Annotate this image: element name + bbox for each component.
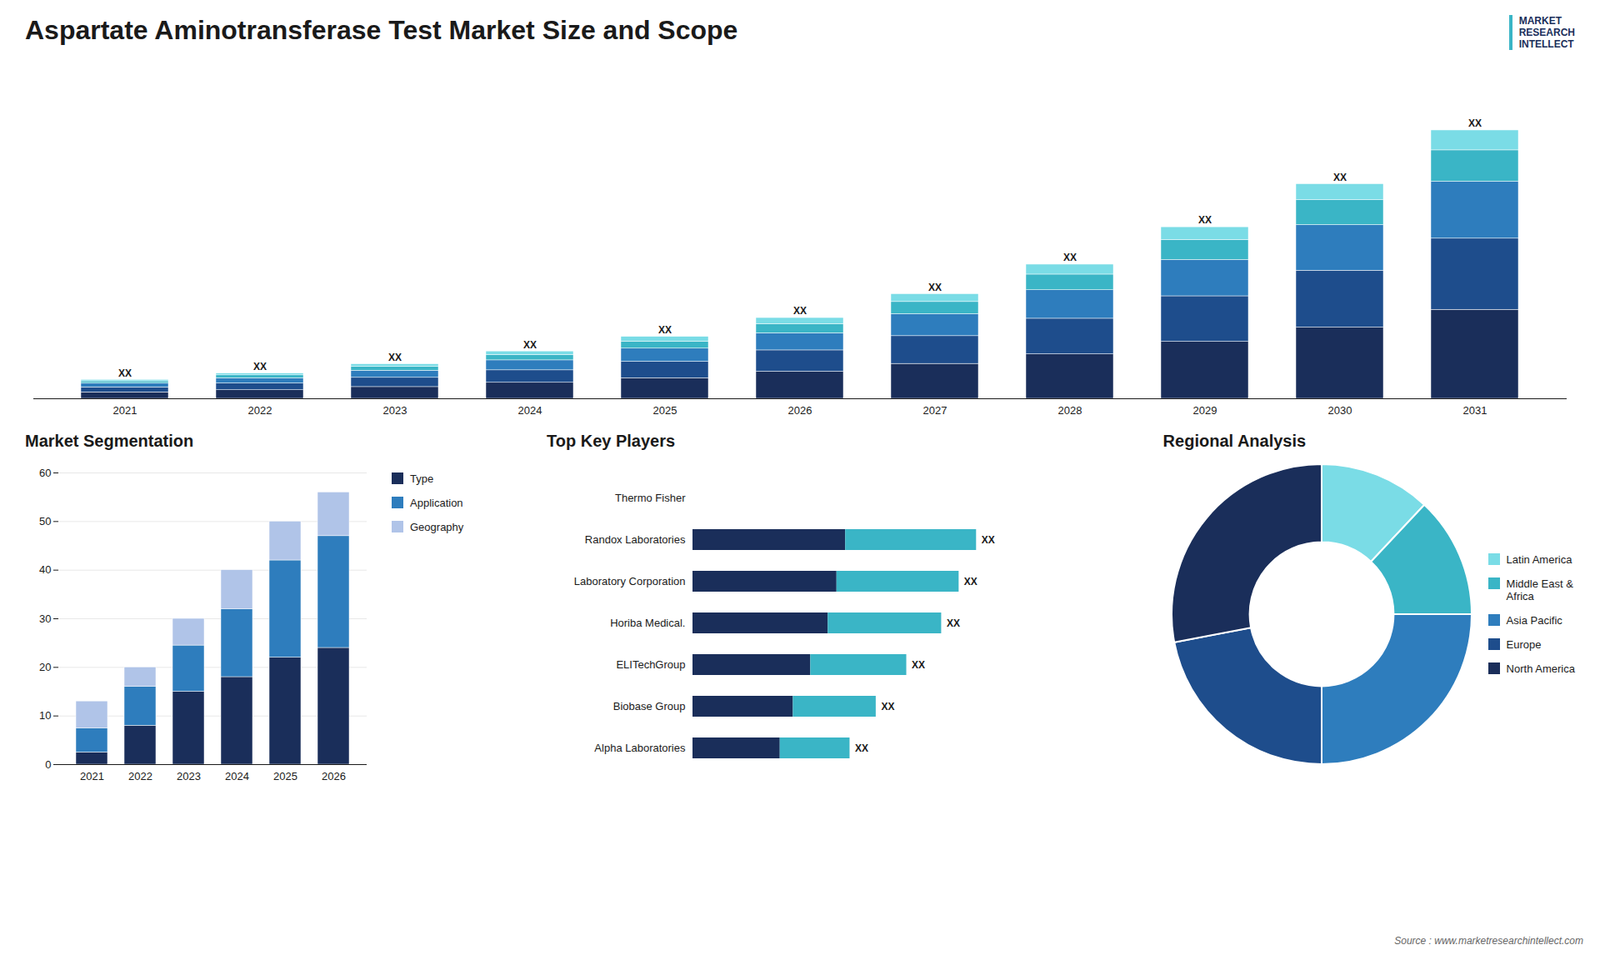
svg-text:10: 10 xyxy=(39,709,51,722)
svg-text:XX: XX xyxy=(946,617,960,630)
svg-text:ELITechGroup: ELITechGroup xyxy=(615,658,685,671)
svg-text:2021: 2021 xyxy=(113,404,138,417)
html-text:Source : www.marketresearchint: Source : www.marketresearchintellect.com xyxy=(1394,935,1584,947)
svg-text:2023: 2023 xyxy=(176,770,201,783)
html-text:Application: Application xyxy=(410,496,463,510)
html-text:Regional Analysis: Regional Analysis xyxy=(1163,431,1306,450)
svg-text:Alpha Laboratories: Alpha Laboratories xyxy=(594,741,686,755)
svg-text:2028: 2028 xyxy=(1058,404,1083,417)
svg-text:2030: 2030 xyxy=(1328,404,1353,417)
html-text:Top Key Players: Top Key Players xyxy=(546,431,676,450)
html-text:North America: North America xyxy=(1506,662,1575,675)
svg-text:XX: XX xyxy=(1063,251,1077,264)
html-text:Europe: Europe xyxy=(1506,638,1542,651)
svg-text:XX: XX xyxy=(1198,214,1212,226)
svg-text:2027: 2027 xyxy=(923,404,948,417)
svg-text:2031: 2031 xyxy=(1463,404,1488,417)
svg-text:Randox Laboratories: Randox Laboratories xyxy=(585,533,686,546)
svg-text:Laboratory Corporation: Laboratory Corporation xyxy=(574,575,686,588)
svg-text:Biobase Group: Biobase Group xyxy=(613,700,686,713)
svg-text:XX: XX xyxy=(880,700,895,713)
html-text:Market Segmentation: Market Segmentation xyxy=(25,431,194,450)
html-text:INTELLECT: INTELLECT xyxy=(1518,38,1574,50)
svg-text:20: 20 xyxy=(39,660,51,674)
svg-text:XX: XX xyxy=(388,351,402,364)
svg-text:2025: 2025 xyxy=(273,770,298,783)
svg-text:XX: XX xyxy=(964,575,978,588)
svg-text:2021: 2021 xyxy=(80,770,105,783)
svg-text:2025: 2025 xyxy=(653,404,678,417)
svg-text:2026: 2026 xyxy=(321,770,346,783)
svg-text:2024: 2024 xyxy=(518,404,543,417)
svg-text:XX: XX xyxy=(118,367,132,380)
html-text:RESEARCH: RESEARCH xyxy=(1518,26,1575,39)
svg-text:XX: XX xyxy=(981,534,995,546)
svg-text:2022: 2022 xyxy=(248,404,273,417)
html-text:Middle East & Africa: Middle East & Africa xyxy=(1506,577,1574,603)
svg-text:XX: XX xyxy=(911,659,925,671)
svg-text:Thermo Fisher: Thermo Fisher xyxy=(615,491,686,505)
html-text:Geography: Geography xyxy=(410,520,464,534)
html-text:MARKET: MARKET xyxy=(1518,15,1562,27)
svg-text:2024: 2024 xyxy=(225,770,250,783)
html-text:Latin America: Latin America xyxy=(1506,553,1572,566)
svg-text:0: 0 xyxy=(45,758,51,771)
svg-text:Horiba Medical.: Horiba Medical. xyxy=(610,616,685,630)
html-text:Asia Pacific: Asia Pacific xyxy=(1506,614,1563,627)
svg-text:40: 40 xyxy=(39,563,51,576)
svg-text:XX: XX xyxy=(658,324,672,336)
html-text:Aspartate Aminotransferase Tes: Aspartate Aminotransferase Test Market S… xyxy=(25,15,738,45)
svg-text:XX: XX xyxy=(1468,117,1482,130)
svg-text:2023: 2023 xyxy=(383,404,408,417)
svg-text:XX: XX xyxy=(928,281,942,294)
svg-text:30: 30 xyxy=(39,612,51,625)
html-text:Type: Type xyxy=(410,472,434,485)
svg-text:2026: 2026 xyxy=(788,404,813,417)
svg-text:XX: XX xyxy=(1333,171,1347,184)
svg-text:XX: XX xyxy=(253,360,267,373)
svg-text:50: 50 xyxy=(39,515,51,528)
svg-text:XX: XX xyxy=(855,742,869,755)
svg-text:2029: 2029 xyxy=(1193,404,1218,417)
svg-text:XX: XX xyxy=(793,305,807,317)
svg-text:2022: 2022 xyxy=(128,770,153,783)
svg-text:XX: XX xyxy=(523,339,537,351)
svg-text:60: 60 xyxy=(39,466,51,480)
